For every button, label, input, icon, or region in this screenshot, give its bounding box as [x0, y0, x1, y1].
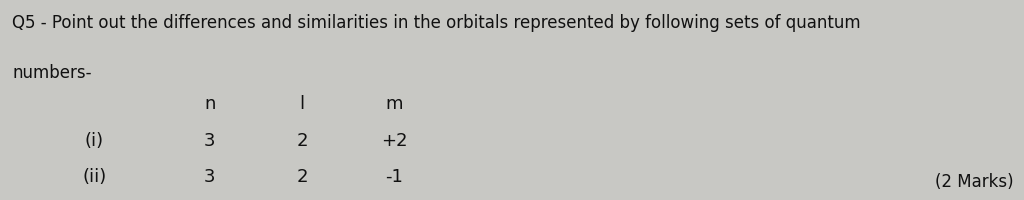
Text: numbers-: numbers- [12, 64, 92, 82]
Text: l: l [299, 95, 305, 113]
Text: 2: 2 [296, 168, 308, 186]
Text: m: m [385, 95, 403, 113]
Text: 3: 3 [204, 168, 216, 186]
Text: 3: 3 [204, 132, 216, 150]
Text: +2: +2 [381, 132, 408, 150]
Text: -1: -1 [385, 168, 403, 186]
Text: (2 Marks): (2 Marks) [935, 173, 1014, 191]
Text: (i): (i) [85, 132, 103, 150]
Text: (ii): (ii) [82, 168, 106, 186]
Text: Q5 - Point out the differences and similarities in the orbitals represented by f: Q5 - Point out the differences and simil… [12, 14, 861, 32]
Text: n: n [204, 95, 216, 113]
Text: 2: 2 [296, 132, 308, 150]
